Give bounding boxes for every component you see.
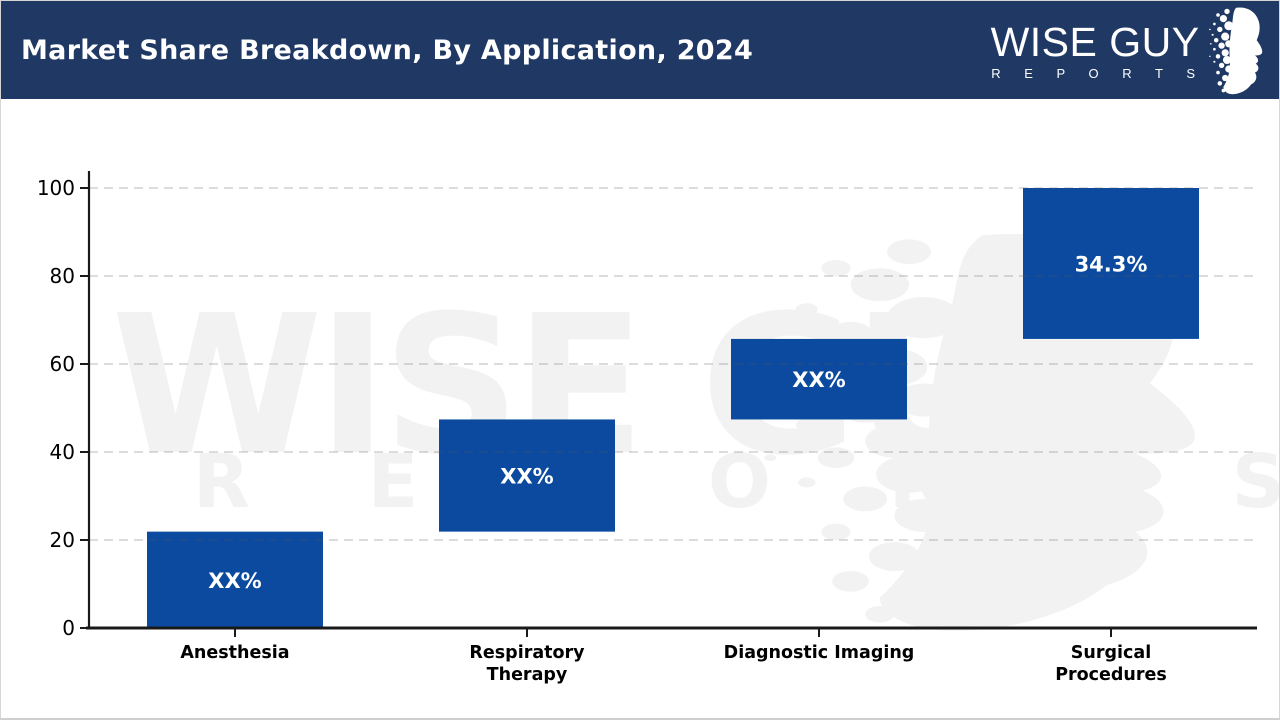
bar-value-label: 34.3% (1075, 252, 1148, 276)
header-banner: Market Share Breakdown, By Application, … (1, 1, 1279, 99)
logo-wordmark: WISE GUY (990, 18, 1200, 65)
category-label-surgical-procedures: Surgical Procedures (1055, 643, 1167, 685)
category-label-respiratory-therapy: Respiratory Therapy (469, 643, 585, 685)
bar-anesthesia (147, 531, 323, 628)
y-tick-label: 20 (50, 528, 75, 552)
logo-face-icon (1207, 6, 1265, 96)
chart-area: WISE GUY R E P O R T S XX% XX% XX% 34.3% 0 20… (1, 99, 1279, 718)
category-label-diagnostic-imaging: Diagnostic Imaging (724, 643, 915, 663)
wise-guy-logo: WISE GUY R E P O R T S (985, 5, 1265, 97)
category-label-anesthesia: Anesthesia (180, 643, 289, 663)
logo-text: WISE GUY R E P O R T S (985, 18, 1205, 81)
bar-value-label: XX% (208, 569, 261, 593)
y-tick-label: 100 (37, 176, 75, 200)
chart-svg: XX% XX% XX% 34.3% 0 20 40 60 80 100 Anesthesia Resp… (37, 171, 1257, 685)
page-title: Market Share Breakdown, By Application, … (21, 34, 754, 66)
bar-value-label: XX% (500, 465, 553, 489)
y-tick-label: 0 (62, 616, 75, 640)
y-tick-label: 80 (50, 264, 75, 288)
bar-respiratory-therapy (439, 419, 615, 532)
bar-value-label: XX% (792, 368, 845, 392)
y-tick-label: 60 (50, 352, 75, 376)
y-tick-label: 40 (50, 440, 75, 464)
logo-subtitle: R E P O R T S (991, 65, 1205, 81)
